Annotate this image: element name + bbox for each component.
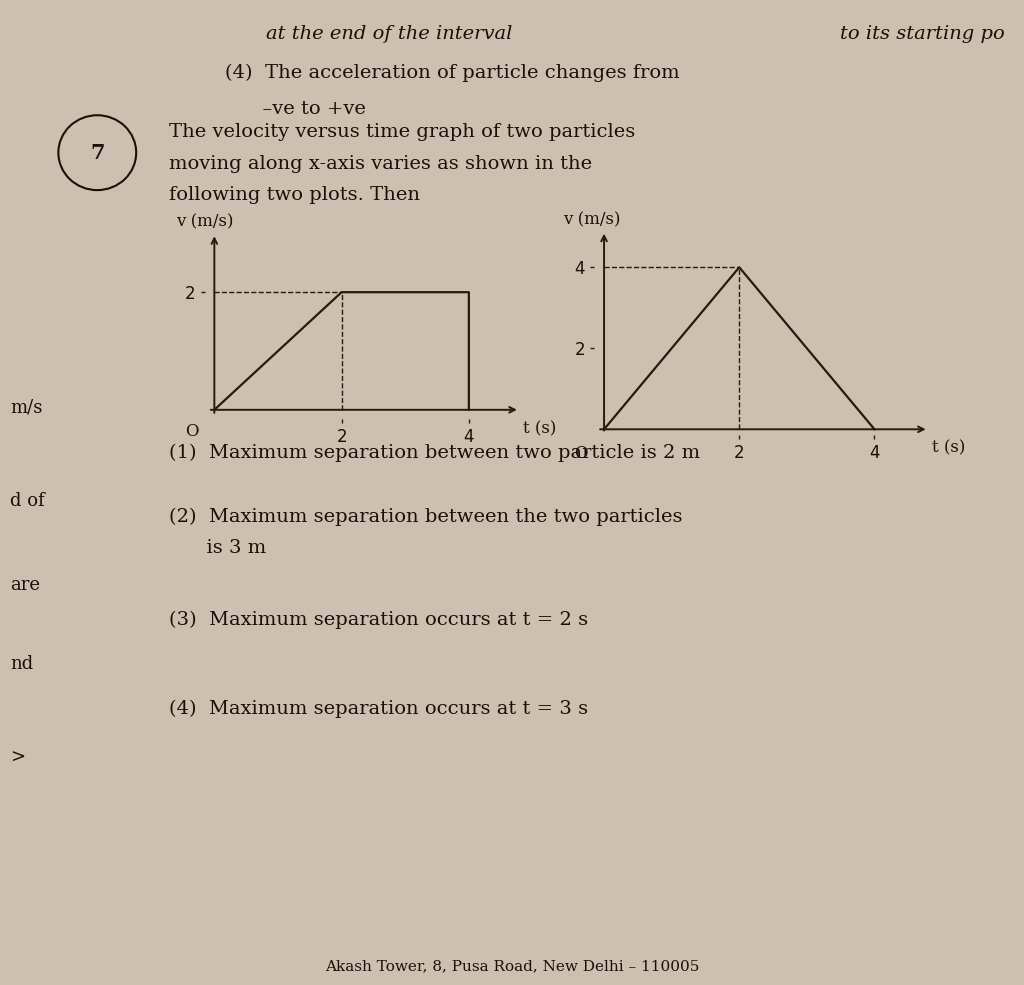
Text: –ve to +ve: –ve to +ve <box>225 100 367 118</box>
Text: following two plots. Then: following two plots. Then <box>169 186 420 204</box>
Text: O: O <box>573 445 587 463</box>
Text: Akash Tower, 8, Pusa Road, New Delhi – 110005: Akash Tower, 8, Pusa Road, New Delhi – 1… <box>325 959 699 973</box>
Text: (4)  The acceleration of particle changes from: (4) The acceleration of particle changes… <box>225 64 680 83</box>
Text: are: are <box>10 576 40 594</box>
Text: t (s): t (s) <box>523 421 556 437</box>
Text: v (m/s): v (m/s) <box>176 214 233 230</box>
Text: >: > <box>10 749 26 766</box>
Text: 7: 7 <box>90 143 104 163</box>
Text: t (s): t (s) <box>932 439 966 456</box>
Text: is 3 m: is 3 m <box>169 539 266 557</box>
Text: d of: d of <box>10 492 45 510</box>
Text: m/s: m/s <box>10 399 43 417</box>
Text: to its starting po: to its starting po <box>840 25 1005 42</box>
Text: moving along x-axis varies as shown in the: moving along x-axis varies as shown in t… <box>169 155 592 172</box>
Text: (2)  Maximum separation between the two particles: (2) Maximum separation between the two p… <box>169 507 682 526</box>
Text: nd: nd <box>10 655 34 673</box>
Text: (3)  Maximum separation occurs at t = 2 s: (3) Maximum separation occurs at t = 2 s <box>169 611 588 629</box>
Text: v (m/s): v (m/s) <box>563 212 621 229</box>
Text: at the end of the interval: at the end of the interval <box>266 25 512 42</box>
Text: (4)  Maximum separation occurs at t = 3 s: (4) Maximum separation occurs at t = 3 s <box>169 699 588 718</box>
Text: The velocity versus time graph of two particles: The velocity versus time graph of two pa… <box>169 123 635 141</box>
Text: (1)  Maximum separation between two particle is 2 m: (1) Maximum separation between two parti… <box>169 443 700 462</box>
Text: O: O <box>185 423 199 439</box>
